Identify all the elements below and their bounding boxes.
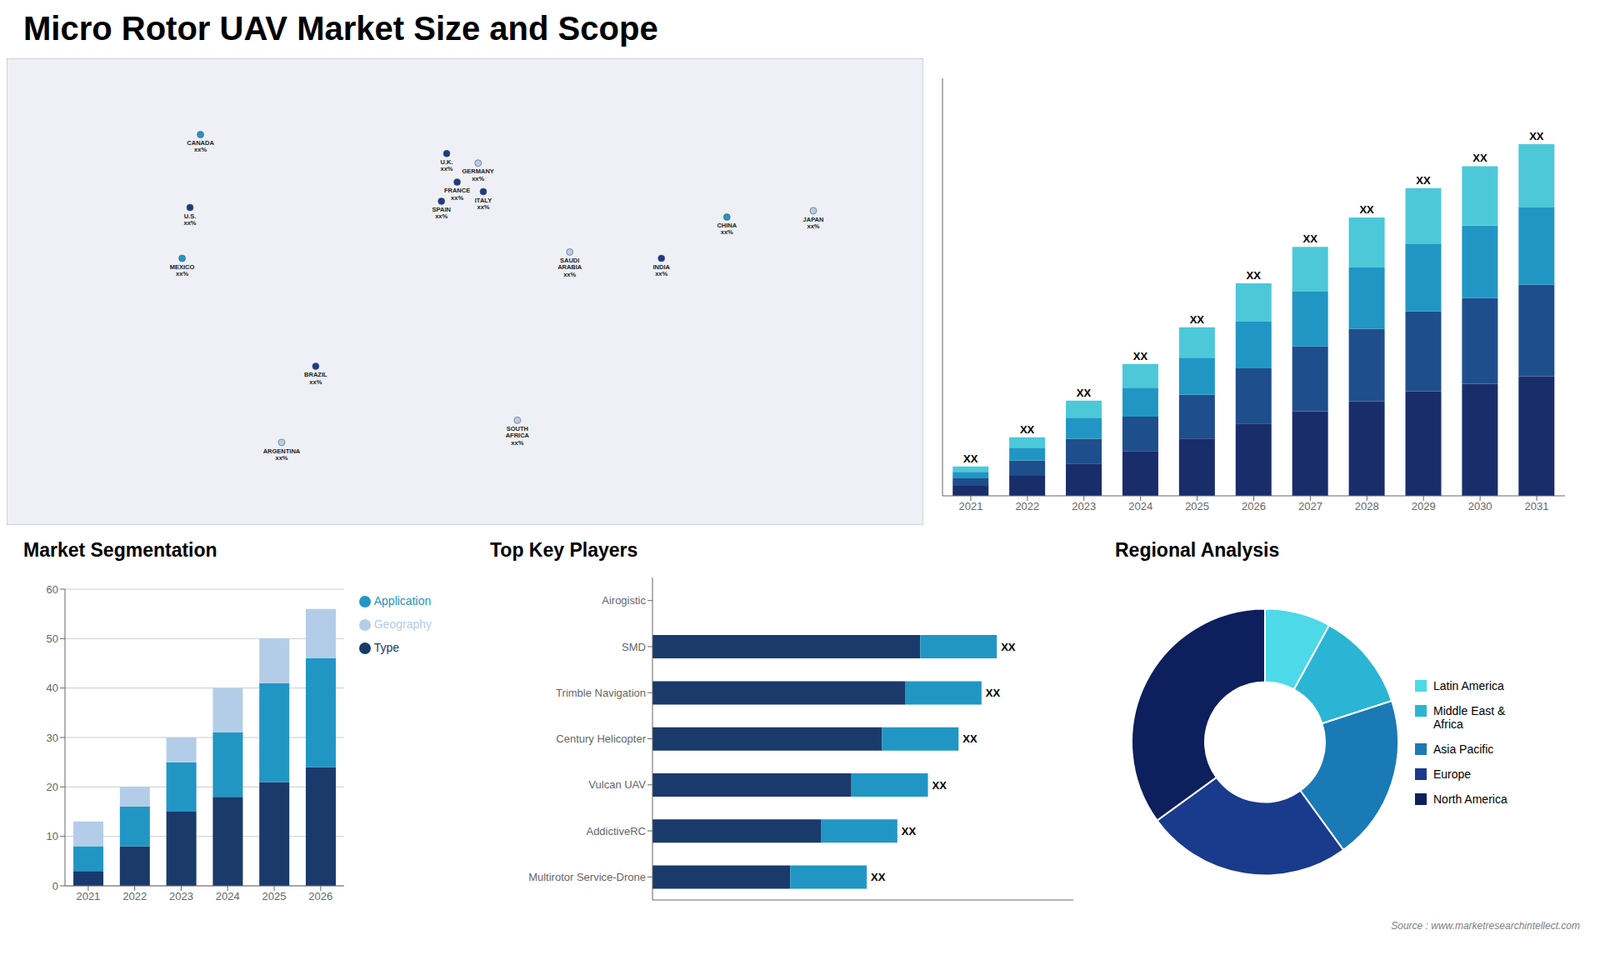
- svg-text:XX: XX: [901, 825, 917, 838]
- svg-text:Airogistic: Airogistic: [601, 594, 646, 607]
- svg-text:2022: 2022: [122, 890, 147, 903]
- svg-text:2029: 2029: [1411, 500, 1436, 513]
- svg-text:XX: XX: [1415, 174, 1431, 187]
- svg-text:ITALYxx%: ITALYxx%: [475, 196, 492, 211]
- svg-text:2023: 2023: [1071, 500, 1096, 513]
- svg-text:U.S.xx%: U.S.xx%: [183, 212, 196, 227]
- svg-text:50: 50: [46, 632, 59, 645]
- html-text:Source : www.marketresearchint: Source : www.marketresearchintellect.com: [1391, 920, 1580, 932]
- svg-text:FRANCExx%: FRANCExx%: [444, 186, 470, 201]
- svg-text:2024: 2024: [215, 890, 240, 903]
- svg-text:SPAINxx%: SPAINxx%: [432, 205, 451, 220]
- svg-text:2025: 2025: [262, 890, 287, 903]
- svg-text:XX: XX: [1133, 350, 1149, 363]
- svg-text:XX: XX: [962, 732, 978, 745]
- svg-text:XX: XX: [1000, 640, 1016, 654]
- svg-text:SAUDIARABIAxx%: SAUDIARABIAxx%: [557, 256, 583, 279]
- html-text:North America: North America: [1433, 792, 1508, 806]
- svg-text:2027: 2027: [1298, 500, 1323, 513]
- svg-text:Century Helicopter: Century Helicopter: [555, 732, 646, 745]
- svg-text:20: 20: [46, 780, 59, 794]
- svg-text:2031: 2031: [1525, 500, 1550, 513]
- svg-text:10: 10: [46, 830, 59, 843]
- svg-text:XX: XX: [1076, 386, 1092, 400]
- svg-text:60: 60: [46, 583, 59, 596]
- svg-text:Trimble Navigation: Trimble Navigation: [555, 686, 646, 700]
- svg-text:2026: 2026: [1241, 500, 1266, 513]
- svg-text:XX: XX: [1472, 151, 1488, 165]
- html-text:Application: Application: [373, 594, 431, 608]
- svg-text:CANADAxx%: CANADAxx%: [186, 139, 215, 154]
- html-text:Latin America: Latin America: [1433, 678, 1504, 693]
- html-text:Africa: Africa: [1433, 717, 1464, 731]
- html-text:Middle East &: Middle East &: [1433, 703, 1506, 718]
- svg-text:2026: 2026: [308, 890, 333, 903]
- html-text:Geography: Geography: [373, 617, 432, 631]
- svg-text:2028: 2028: [1355, 500, 1380, 513]
- svg-text:Vulcan UAV: Vulcan UAV: [588, 778, 646, 791]
- svg-text:CHINAxx%: CHINAxx%: [716, 221, 737, 236]
- html-text:Type: Type: [373, 640, 400, 655]
- svg-text:2025: 2025: [1185, 500, 1210, 513]
- svg-text:SOUTHAFRICAxx%: SOUTHAFRICAxx%: [505, 425, 530, 447]
- html-text:Europe: Europe: [1433, 767, 1471, 781]
- svg-text:40: 40: [46, 681, 59, 695]
- svg-text:30: 30: [46, 731, 59, 745]
- svg-text:XX: XX: [1303, 232, 1319, 245]
- svg-text:XX: XX: [1190, 313, 1205, 326]
- html-text:Asia Pacific: Asia Pacific: [1433, 742, 1494, 756]
- svg-text:ARGENTINAxx%: ARGENTINAxx%: [263, 447, 301, 462]
- svg-text:XX: XX: [870, 870, 886, 884]
- svg-text:MEXICOxx%: MEXICOxx%: [170, 263, 195, 278]
- svg-text:2023: 2023: [169, 890, 194, 903]
- svg-text:2030: 2030: [1468, 500, 1493, 513]
- svg-text:INDIAxx%: INDIAxx%: [653, 263, 671, 278]
- svg-text:GERMANYxx%: GERMANYxx%: [462, 167, 495, 182]
- svg-text:XX: XX: [1359, 203, 1375, 216]
- svg-text:JAPANxx%: JAPANxx%: [803, 215, 825, 230]
- svg-text:XX: XX: [1246, 269, 1262, 282]
- svg-text:AddictiveRC: AddictiveRC: [585, 825, 646, 838]
- svg-text:XX: XX: [985, 686, 1001, 700]
- svg-text:0: 0: [52, 880, 59, 893]
- svg-text:BRAZILxx%: BRAZILxx%: [304, 370, 328, 385]
- svg-text:2024: 2024: [1128, 500, 1153, 513]
- svg-text:2021: 2021: [958, 500, 983, 513]
- svg-text:U.K.xx%: U.K.xx%: [440, 158, 453, 173]
- svg-text:SMD: SMD: [621, 640, 646, 654]
- html-text:Top Key Players: Top Key Players: [490, 539, 638, 561]
- svg-text:XX: XX: [932, 779, 948, 792]
- html-text:Market Segmentation: Market Segmentation: [23, 539, 218, 561]
- html-text:Regional Analysis: Regional Analysis: [1115, 539, 1280, 561]
- svg-text:2021: 2021: [75, 890, 100, 903]
- html-text:Micro Rotor UAV Market Size an: Micro Rotor UAV Market Size and Scope: [23, 10, 658, 47]
- svg-text:2022: 2022: [1015, 500, 1040, 513]
- svg-text:XX: XX: [1529, 130, 1545, 143]
- svg-text:Multirotor Service-Drone: Multirotor Service-Drone: [528, 870, 646, 884]
- svg-text:XX: XX: [963, 452, 979, 465]
- svg-text:XX: XX: [1020, 423, 1035, 436]
